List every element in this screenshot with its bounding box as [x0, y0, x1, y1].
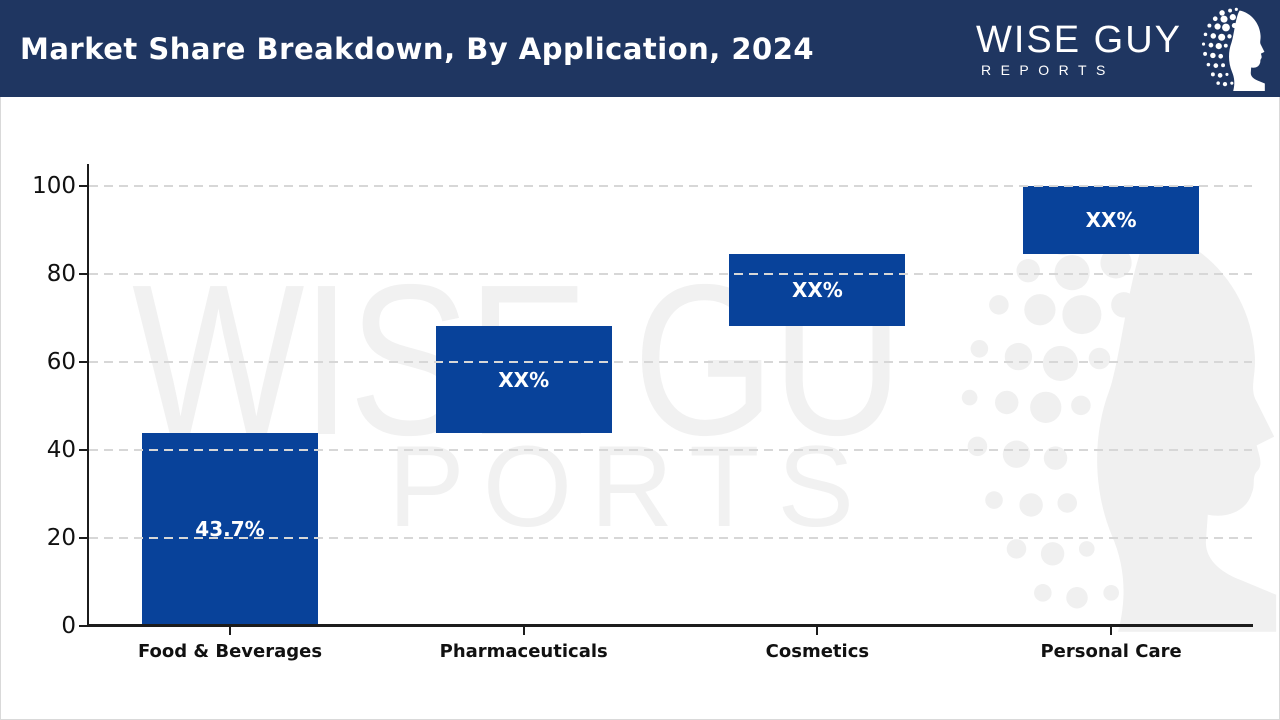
bar-value-label: XX% — [1085, 208, 1137, 233]
gridline — [89, 185, 1252, 187]
bar-value-label: 43.7% — [195, 517, 265, 542]
y-axis-line — [87, 164, 89, 627]
x-axis-line — [87, 624, 1253, 627]
x-tick-mark — [229, 627, 231, 635]
y-tick-mark — [79, 272, 88, 275]
x-category-label: Personal Care — [1040, 641, 1182, 662]
bar-personal-care — [1023, 186, 1200, 255]
gridline — [89, 360, 1252, 363]
logo-text: WISE GUY REPORTS — [976, 21, 1182, 77]
x-tick-mark — [816, 627, 819, 635]
gridline — [89, 448, 1252, 451]
y-tick-mark — [79, 185, 88, 187]
bar-cosmetics — [729, 254, 906, 326]
wise-guy-reports-logo: WISE GUY REPORTS — [976, 5, 1266, 93]
y-tick-label: 60 — [46, 348, 76, 375]
logo-subtitle: REPORTS — [980, 62, 1115, 78]
gridline — [89, 272, 1252, 275]
page-title: Market Share Breakdown, By Application, … — [20, 31, 815, 66]
x-category-label: Food & Beverages — [137, 641, 323, 662]
bar-value-label: XX% — [498, 367, 550, 392]
y-tick-mark — [79, 624, 88, 627]
y-tick-mark — [79, 448, 88, 451]
x-tick-mark — [522, 627, 525, 635]
watermark-text-line2: PORTS — [388, 423, 873, 551]
header: Market Share Breakdown, By Application, … — [0, 0, 1280, 97]
y-tick-label: 80 — [46, 260, 76, 287]
y-tick-label: 0 — [61, 612, 76, 639]
x-tick-mark — [1110, 627, 1113, 635]
y-tick-mark — [79, 536, 88, 539]
logo-head-icon — [1184, 7, 1266, 91]
bar-food-beverages — [142, 433, 318, 626]
y-tick-mark — [79, 360, 88, 363]
bar-pharmaceuticals — [435, 325, 612, 434]
bar-value-label: XX% — [791, 277, 843, 302]
y-tick-label: 100 — [32, 173, 76, 199]
logo-wordmark: WISE GUY — [975, 19, 1182, 61]
y-tick-label: 20 — [46, 524, 76, 551]
gridline — [89, 536, 1252, 539]
y-tick-label: 40 — [46, 436, 76, 463]
x-category-label: Pharmaceuticals — [439, 641, 608, 662]
x-category-label: Cosmetics — [765, 641, 870, 662]
